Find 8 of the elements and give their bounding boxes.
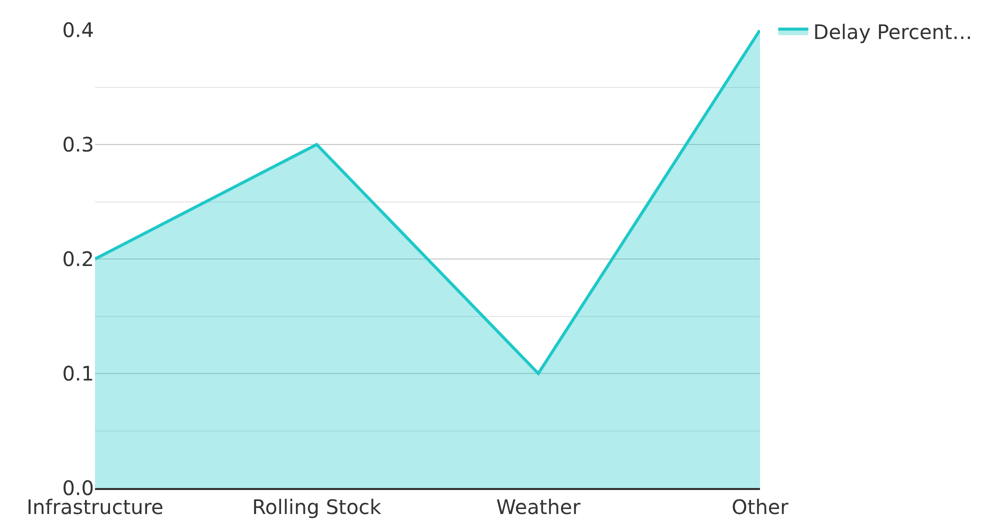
y-tick-label: 0.3 bbox=[62, 132, 94, 156]
x-tick-label: Weather bbox=[496, 495, 582, 519]
y-tick-label: 0.2 bbox=[62, 247, 94, 271]
x-tick-label: Other bbox=[732, 495, 790, 519]
legend-label: Delay Percent… bbox=[813, 20, 972, 44]
y-tick-label: 0.1 bbox=[62, 362, 94, 386]
y-tick-label: 0.4 bbox=[62, 18, 94, 42]
x-tick-label: Rolling Stock bbox=[252, 495, 382, 519]
